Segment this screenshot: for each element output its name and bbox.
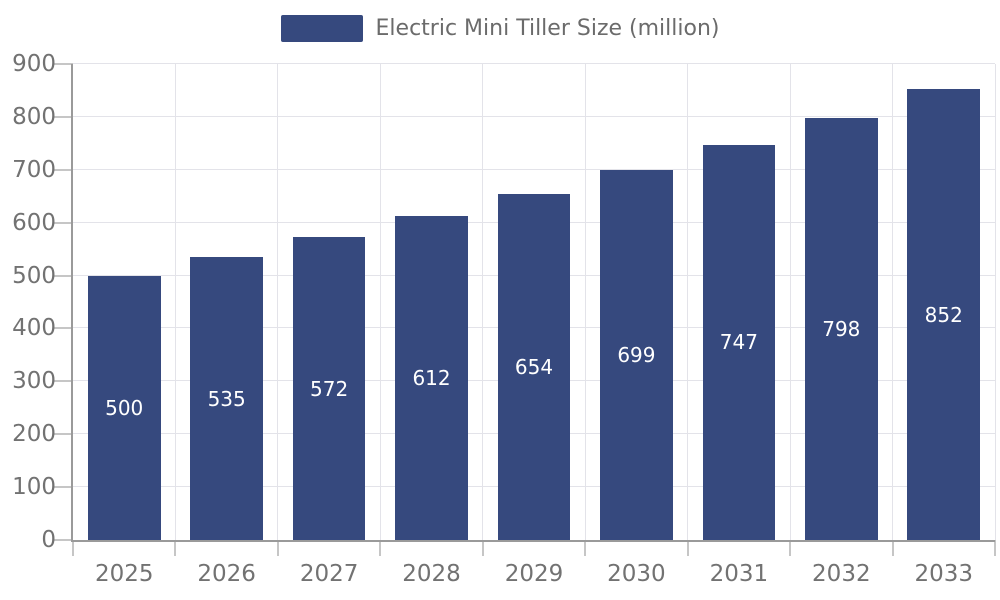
bar-value-label: 798	[822, 316, 861, 341]
y-tick-mark	[53, 168, 73, 171]
v-gridline	[584, 64, 586, 540]
y-tick-mark	[53, 221, 73, 224]
x-tick-mark	[994, 540, 996, 556]
y-axis-tick-label: 400	[12, 315, 56, 342]
y-axis-tick-label: 600	[12, 209, 56, 236]
x-axis-tick-label: 2026	[197, 561, 256, 587]
y-axis-tick-label: 0	[41, 527, 56, 553]
y-axis-tick-label: 900	[12, 51, 56, 77]
legend-item[interactable]: Electric Mini Tiller Size (million)	[0, 15, 1000, 42]
bar-value-label: 699	[617, 343, 656, 368]
y-tick-mark	[53, 539, 73, 541]
v-gridline	[379, 64, 381, 540]
bar-value-label: 747	[719, 330, 758, 355]
bar-value-label: 500	[105, 395, 144, 420]
x-tick-mark	[686, 540, 689, 556]
x-axis-tick-label: 2033	[914, 561, 974, 587]
legend-swatch-icon	[280, 15, 363, 42]
y-tick-mark	[53, 433, 73, 436]
y-tick-mark	[53, 274, 73, 277]
x-tick-mark	[789, 540, 792, 556]
x-tick-mark	[72, 540, 74, 556]
y-axis-tick-label: 100	[12, 474, 56, 501]
h-gridline	[73, 168, 995, 170]
bar-value-label: 852	[924, 302, 963, 327]
y-tick-mark	[53, 63, 73, 65]
y-axis-tick-label: 200	[12, 421, 56, 448]
x-axis-tick-label: 2027	[299, 561, 359, 587]
x-tick-mark	[891, 540, 894, 556]
h-gridline	[73, 63, 995, 64]
bar[interactable]: 699	[600, 170, 673, 540]
v-gridline	[277, 64, 279, 540]
bar[interactable]: 654	[497, 194, 571, 540]
x-tick-mark	[481, 540, 484, 556]
x-tick-mark	[276, 540, 279, 556]
bar[interactable]: 535	[190, 257, 264, 540]
x-tick-mark	[174, 540, 177, 556]
v-gridline	[892, 64, 894, 540]
x-axis-tick-label: 2028	[402, 561, 461, 587]
v-gridline	[482, 64, 484, 540]
bar-value-label: 612	[412, 366, 451, 391]
x-axis-tick-label: 2029	[504, 561, 564, 587]
v-gridline	[174, 64, 176, 540]
x-axis-line	[73, 540, 995, 542]
bar[interactable]: 572	[292, 237, 366, 540]
bar[interactable]: 798	[804, 117, 878, 540]
v-gridline	[789, 64, 791, 540]
y-axis-tick-label: 700	[12, 156, 56, 183]
bar[interactable]: 852	[907, 89, 981, 540]
y-tick-mark	[53, 115, 73, 118]
y-axis-line	[71, 64, 73, 542]
bar-value-label: 654	[514, 355, 554, 380]
bar[interactable]: 612	[395, 216, 468, 540]
h-gridline	[73, 115, 995, 117]
bar-value-label: 572	[310, 376, 349, 401]
x-axis-tick-label: 2030	[607, 561, 666, 587]
y-tick-mark	[53, 327, 73, 330]
bar-value-label: 535	[207, 386, 246, 411]
y-axis-tick-label: 500	[12, 262, 56, 289]
bar[interactable]: 747	[702, 144, 776, 540]
x-axis-tick-label: 2025	[94, 561, 154, 587]
y-tick-mark	[53, 380, 73, 383]
bar[interactable]: 500	[87, 275, 161, 540]
v-gridline	[994, 64, 996, 540]
y-axis-tick-label: 300	[12, 368, 56, 395]
x-tick-mark	[379, 540, 382, 556]
x-axis-tick-label: 2031	[709, 561, 769, 587]
y-tick-mark	[53, 486, 73, 489]
v-gridline	[687, 64, 689, 540]
x-axis-tick-label: 2032	[812, 561, 871, 587]
legend-label: Electric Mini Tiller Size (million)	[375, 16, 720, 41]
y-axis-tick-label: 800	[12, 103, 56, 130]
x-tick-mark	[584, 540, 587, 556]
